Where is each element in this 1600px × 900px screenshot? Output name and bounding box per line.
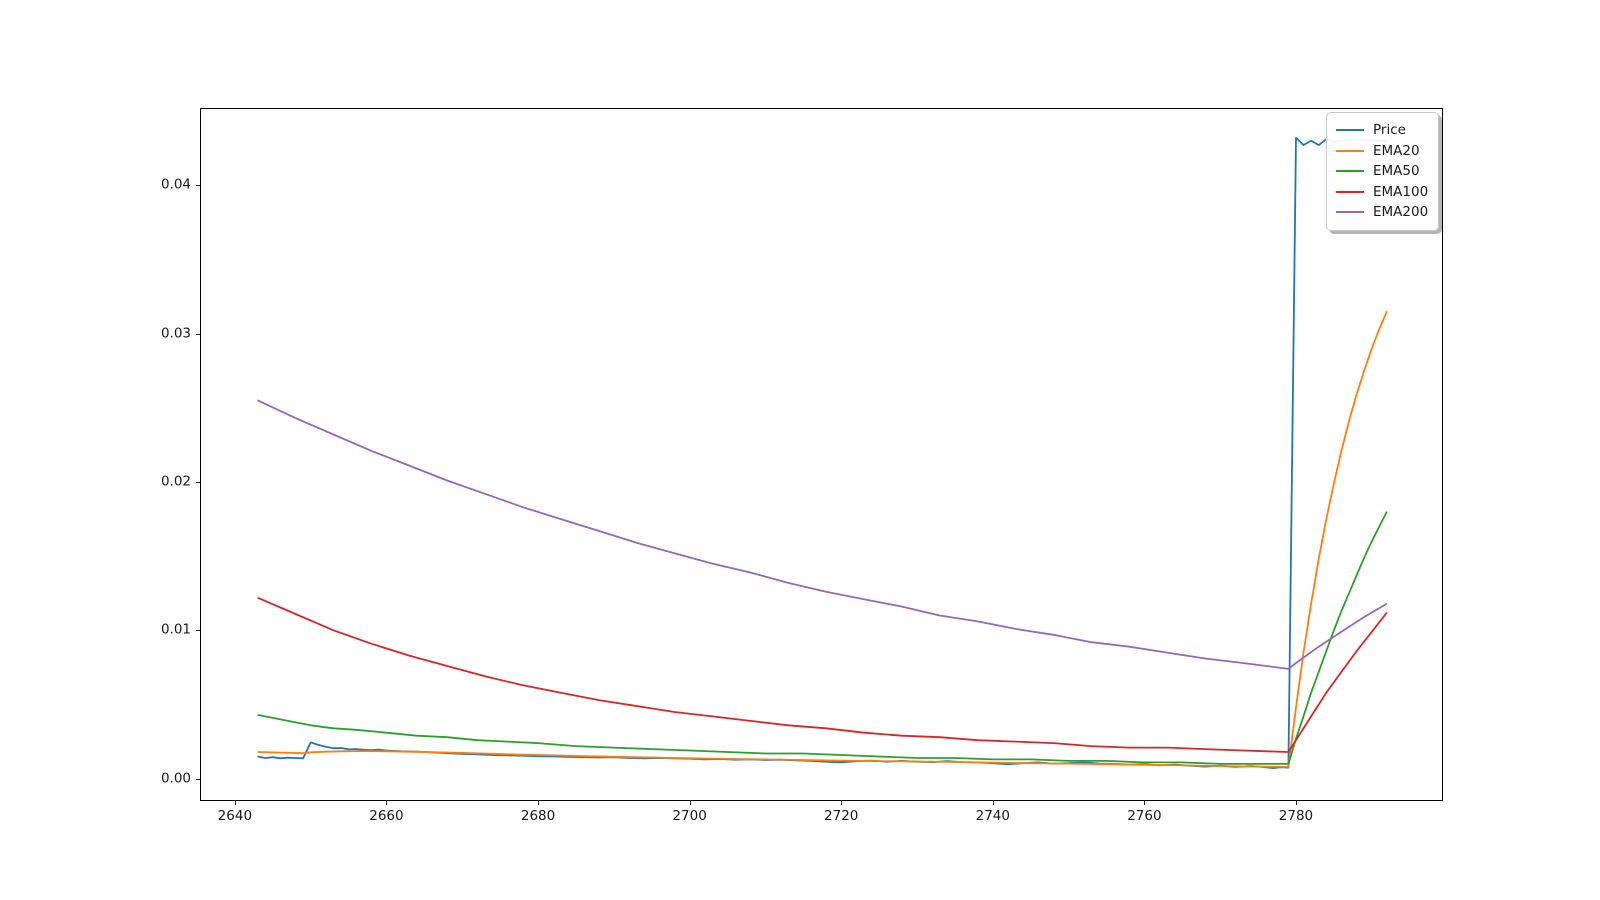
plot-spines	[200, 108, 1443, 801]
x-tick-label: 2640	[217, 808, 253, 824]
y-tick-label: 0.03	[160, 324, 191, 341]
series-line-price	[257, 136, 1387, 769]
y-tick-label: 0.04	[160, 176, 191, 193]
legend-item: EMA200	[1336, 202, 1428, 223]
legend-item: EMA50	[1336, 161, 1428, 182]
legend-line-sample	[1336, 190, 1364, 193]
series-line-ema50	[257, 511, 1388, 765]
legend-line-sample	[1336, 170, 1364, 173]
y-tick-label: 0.01	[160, 621, 191, 638]
x-tick-label: 2760	[1127, 808, 1162, 824]
legend-label: EMA100	[1373, 183, 1429, 200]
x-tick-label: 2720	[824, 808, 859, 824]
legend-label: EMA50	[1373, 163, 1420, 180]
legend-line-sample	[1336, 129, 1364, 132]
legend-label: Price	[1373, 122, 1406, 139]
series-line-ema20	[257, 310, 1388, 768]
x-tick-label: 2700	[672, 808, 707, 824]
y-tick-label: 0.02	[160, 473, 191, 490]
x-tick-label: 2660	[369, 808, 404, 824]
x-tick-label: 2740	[975, 808, 1010, 824]
legend-item: EMA100	[1336, 182, 1428, 203]
legend-item: EMA20	[1336, 141, 1428, 162]
legend-label: EMA20	[1373, 142, 1420, 159]
y-tick-label: 0.00	[160, 769, 191, 786]
legend-label: EMA200	[1373, 204, 1429, 221]
legend-line-sample	[1336, 211, 1364, 214]
series-line-ema100	[257, 596, 1388, 753]
series-line-ema200	[257, 399, 1388, 670]
legend-item: Price	[1336, 120, 1428, 141]
legend-line-sample	[1336, 149, 1364, 152]
legend: Price EMA20 EMA50 EMA100 EMA200	[1326, 112, 1440, 231]
x-tick-label: 2780	[1278, 808, 1314, 824]
x-tick-label: 2680	[520, 808, 556, 824]
